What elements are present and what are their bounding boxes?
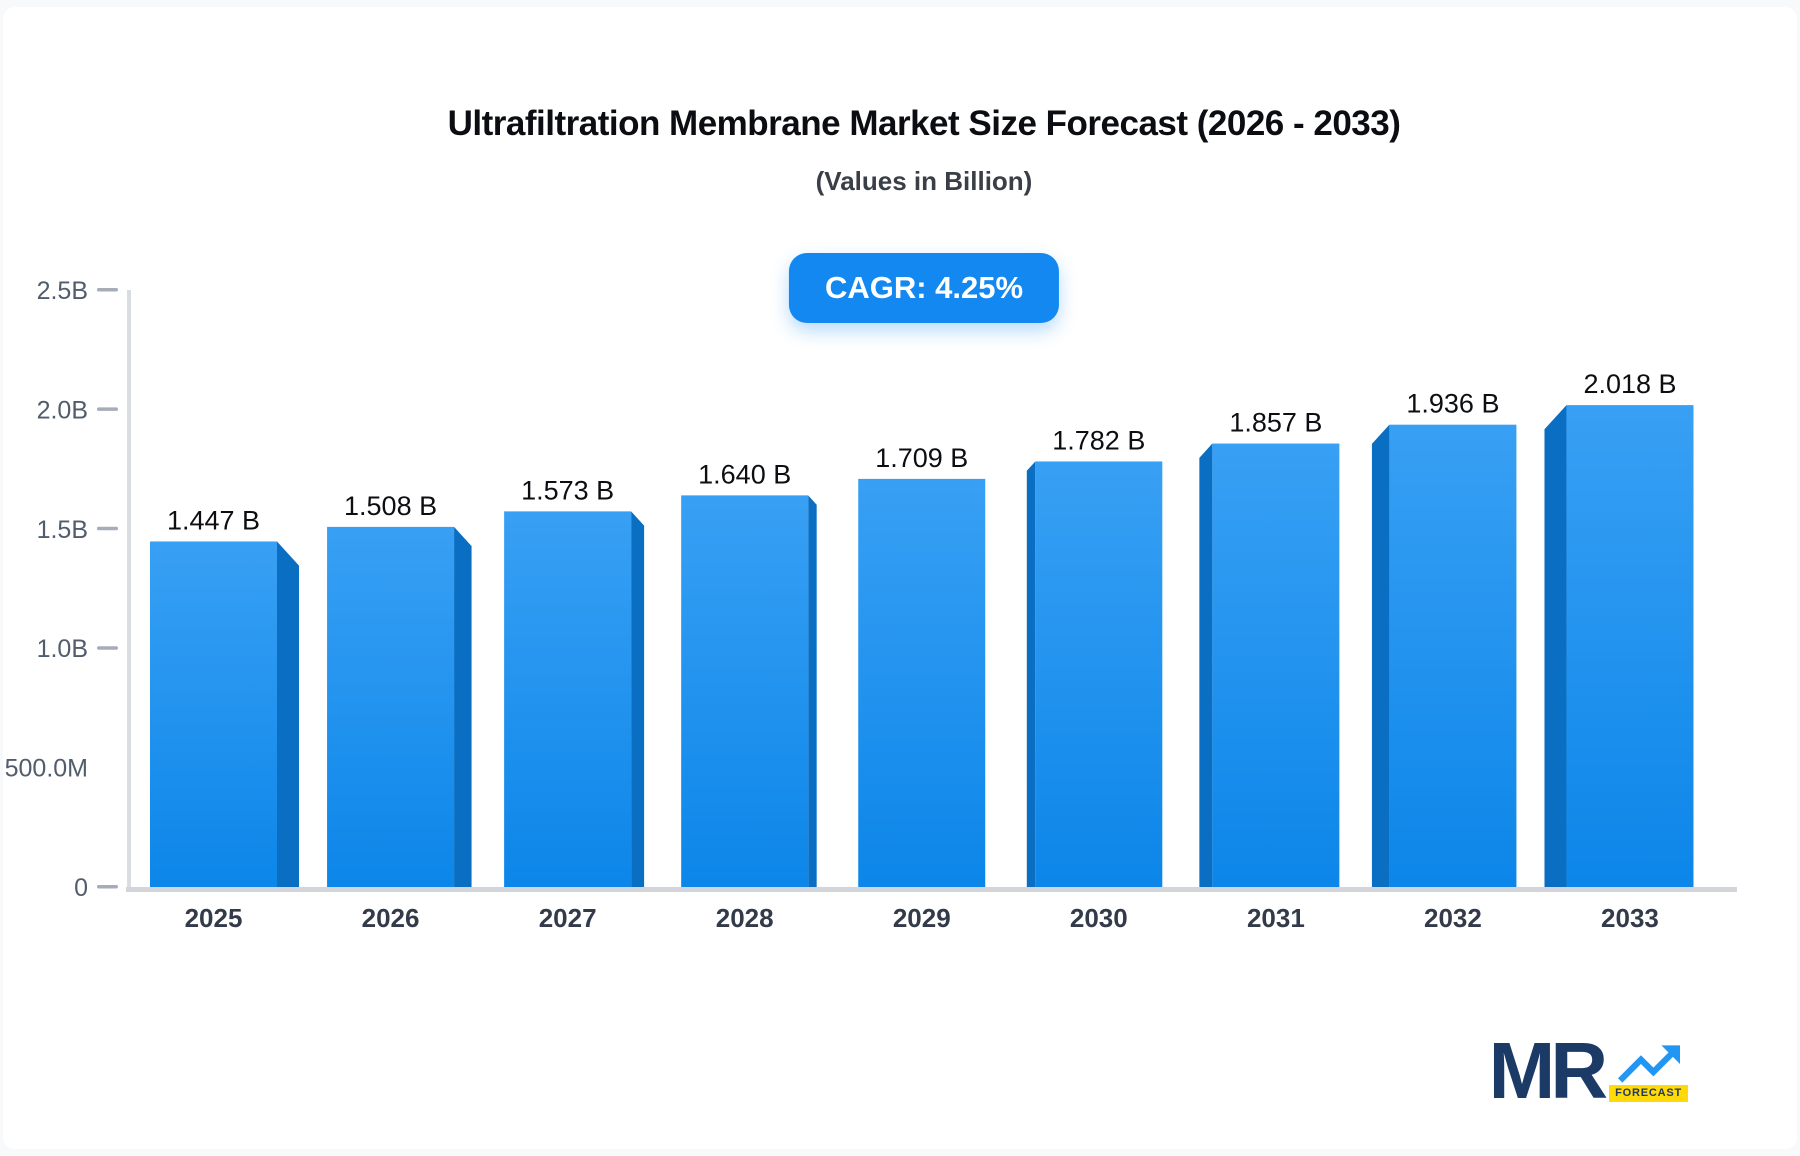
bar-value-label: 2.018 B — [1583, 369, 1676, 399]
bar-value-label: 1.573 B — [521, 475, 614, 505]
bar-side-2033 — [1544, 405, 1567, 887]
logo-forecast-text: FORECAST — [1609, 1085, 1688, 1102]
bar-2025 — [150, 541, 277, 887]
x-category-label: 2025 — [185, 903, 243, 933]
x-category-label: 2026 — [362, 903, 420, 933]
bar-side-2032 — [1371, 424, 1390, 887]
bar-side-2031 — [1199, 443, 1213, 887]
y-tick-label: 2.0B — [37, 396, 88, 424]
y-tick-label: 0 — [74, 874, 88, 902]
bar-value-label: 1.447 B — [167, 505, 260, 535]
bar-side-2028 — [808, 495, 817, 887]
bar-2026 — [327, 526, 455, 887]
mrforecast-logo: MR FORECAST — [1488, 1025, 1688, 1115]
x-axis-baseline — [126, 887, 1737, 892]
x-category-label: 2027 — [539, 903, 597, 933]
x-category-label: 2030 — [1070, 903, 1128, 933]
bar-value-label: 1.709 B — [875, 443, 968, 473]
bar-2032 — [1389, 424, 1517, 887]
y-tick-label: 1.0B — [37, 635, 88, 663]
bar-value-label: 1.640 B — [698, 459, 791, 489]
bar-2027 — [504, 511, 632, 887]
logo-brand-text: MR — [1488, 1025, 1608, 1115]
y-axis-line — [127, 290, 131, 892]
y-tick-label: 2.5B — [37, 277, 88, 305]
chart-title: Ultrafiltration Membrane Market Size For… — [447, 104, 1401, 143]
y-tick — [97, 526, 118, 531]
x-category-label: 2028 — [716, 903, 774, 933]
x-category-label: 2033 — [1601, 903, 1659, 933]
y-tick — [97, 646, 118, 650]
trending-up-icon — [1617, 1045, 1680, 1083]
x-category-label: 2032 — [1424, 903, 1482, 933]
x-category-label: 2031 — [1247, 903, 1305, 933]
y-tick — [97, 407, 118, 411]
bar-side-2025 — [277, 541, 299, 887]
bar-value-label: 1.782 B — [1052, 425, 1145, 455]
bar-2030 — [1035, 461, 1163, 887]
bar-side-2027 — [631, 511, 645, 887]
bar-value-label: 1.936 B — [1406, 389, 1499, 419]
y-tick-label: 1.5B — [37, 516, 88, 544]
y-tick — [97, 288, 118, 292]
bar-value-label: 1.508 B — [344, 491, 437, 521]
bar-2028 — [681, 495, 809, 887]
bar-value-label: 1.857 B — [1229, 408, 1322, 438]
bar-2031 — [1212, 443, 1340, 887]
y-tick — [97, 885, 118, 889]
y-tick-label: 500.0M — [5, 755, 88, 783]
chart-subtitle: (Values in Billion) — [815, 166, 1033, 196]
bar-2029 — [858, 478, 986, 887]
cagr-badge: CAGR: 4.25% — [788, 253, 1060, 323]
logo-right-column: FORECAST — [1609, 1045, 1688, 1102]
bar-side-2026 — [454, 526, 472, 887]
x-category-label: 2029 — [893, 903, 951, 933]
bar-2033 — [1566, 405, 1694, 887]
bar-side-2030 — [1026, 461, 1036, 887]
